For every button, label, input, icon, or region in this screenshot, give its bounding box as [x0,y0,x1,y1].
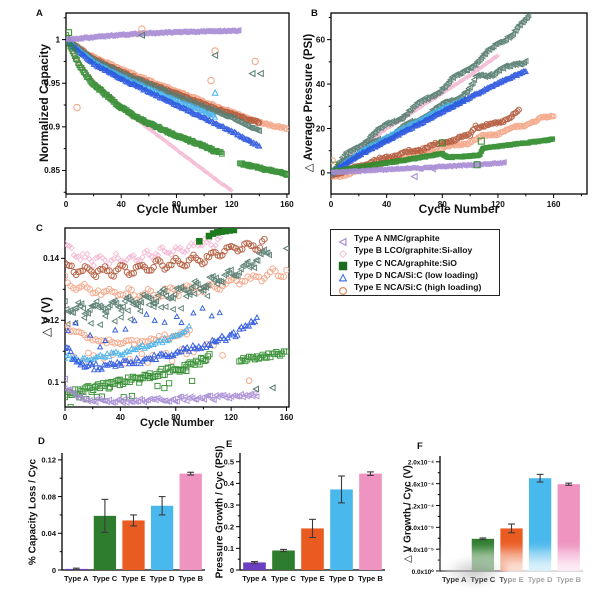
svg-text:4.0x10⁻⁵: 4.0x10⁻⁵ [408,547,434,554]
svg-text:80: 80 [172,200,182,209]
svg-text:60: 60 [316,35,326,44]
legend-item: Type A NMC/graphite [338,233,495,246]
svg-text:0.04: 0.04 [41,529,56,538]
svg-text:Type D: Type D [150,574,175,583]
panel-b-ylabel: △ Average Pressure (PSI) [303,33,315,173]
svg-text:0: 0 [64,200,69,209]
panel-a-xlabel: Cycle Number [136,202,218,216]
svg-text:Type D: Type D [528,575,553,584]
legend-item: Type D NCA/Si:C (low loading) [338,269,495,282]
svg-text:2.0x10⁻⁴: 2.0x10⁻⁴ [408,460,434,467]
legend-label: Type E NCA/Si:C (high loading) [354,282,482,292]
svg-text:0.0x10⁰: 0.0x10⁰ [412,569,435,576]
svg-text:Type C: Type C [93,574,118,583]
svg-text:0: 0 [52,566,56,575]
svg-text:80: 80 [438,200,448,209]
panel-f-ylabel: △ V Growth / Cyc (V) [402,465,414,563]
svg-text:1: 1 [55,35,60,44]
svg-text:20: 20 [316,124,326,133]
legend-item: Type E NCA/Si:C (high loading) [338,282,495,295]
svg-text:0: 0 [320,169,325,178]
svg-text:Type D: Type D [329,574,354,583]
svg-text:Type C: Type C [271,574,296,583]
circle-marker-icon [338,283,348,295]
svg-text:0.12: 0.12 [43,316,59,325]
svg-text:160: 160 [280,200,294,209]
svg-text:0.2: 0.2 [224,522,234,531]
svg-text:40: 40 [382,200,392,209]
svg-text:Type B: Type B [358,574,383,583]
panel-d-ylabel: % Capacity Loss / Cyc [27,458,39,566]
tri-left-marker-icon [338,234,348,246]
svg-text:1.2x10⁻⁴: 1.2x10⁻⁴ [408,503,434,510]
svg-text:Type A: Type A [64,574,89,583]
legend-label: Type B LCO/graphite:Si-alloy [354,245,473,256]
svg-text:0.85: 0.85 [44,166,60,175]
svg-text:160: 160 [547,200,561,209]
svg-text:Type B: Type B [556,575,581,584]
svg-text:0.9: 0.9 [49,123,61,132]
legend-label: Type D NCA/Si:C (low loading) [354,269,478,280]
svg-text:Type A: Type A [442,575,467,584]
square-marker-icon [338,258,348,271]
panel-f-letter: F [417,441,423,452]
svg-text:0.08: 0.08 [41,492,56,501]
panel-b-letter: B [311,8,318,19]
svg-text:0.4: 0.4 [224,479,235,488]
panel-a-letter: A [36,8,43,19]
legend-item: Type C NCA/graphite:SiO [338,257,495,271]
svg-text:Type E: Type E [499,575,523,584]
svg-text:1.6x10⁻⁴: 1.6x10⁻⁴ [408,481,434,488]
svg-text:80: 80 [171,413,181,422]
svg-text:120: 120 [491,200,505,209]
svg-text:Type E: Type E [300,574,324,583]
panel-c-ylabel: △ V (V) [39,297,53,337]
svg-text:0.14: 0.14 [43,254,59,263]
panel-e-letter: E [226,439,233,450]
svg-text:0: 0 [63,413,68,422]
svg-text:0.95: 0.95 [44,79,60,88]
svg-text:8.0x10⁻⁵: 8.0x10⁻⁵ [408,525,434,532]
svg-text:120: 120 [224,413,238,422]
legend-item: Type B LCO/graphite:Si-alloy [338,245,495,258]
svg-text:40: 40 [116,413,126,422]
tri-up-marker-icon [338,270,348,282]
panel-e-ylabel: Pressure Growth / Cyc (PSI) [214,445,226,579]
figure-legend: Type A NMC/graphite Type B LCO/graphite:… [330,229,500,296]
svg-text:Type E: Type E [121,574,145,583]
svg-text:0.1: 0.1 [48,378,60,387]
svg-text:160: 160 [280,413,294,422]
diamond-marker-icon [338,246,348,258]
svg-text:Type B: Type B [178,574,203,583]
panel-c-letter: C [36,223,43,234]
svg-text:Type C: Type C [471,575,496,584]
panel-c-xlabel: Cycle Number [140,417,214,429]
svg-text:0.3: 0.3 [224,501,234,510]
svg-text:40: 40 [316,80,326,89]
panel-d-letter: D [38,436,45,447]
svg-text:0: 0 [329,200,334,209]
svg-text:40: 40 [117,200,127,209]
panel-b-xlabel: Cycle Number [418,202,500,216]
svg-text:0.12: 0.12 [41,456,56,465]
svg-text:0.5: 0.5 [224,458,234,467]
panel-a-ylabel: Normalized Capacity [37,43,51,163]
svg-text:120: 120 [225,200,239,209]
svg-text:Type A: Type A [242,574,267,583]
svg-text:0.1: 0.1 [224,544,234,553]
svg-text:0: 0 [230,566,234,575]
legend-label: Type A NMC/graphite [354,233,440,243]
legend-label: Type C NCA/graphite:SiO [354,257,457,268]
